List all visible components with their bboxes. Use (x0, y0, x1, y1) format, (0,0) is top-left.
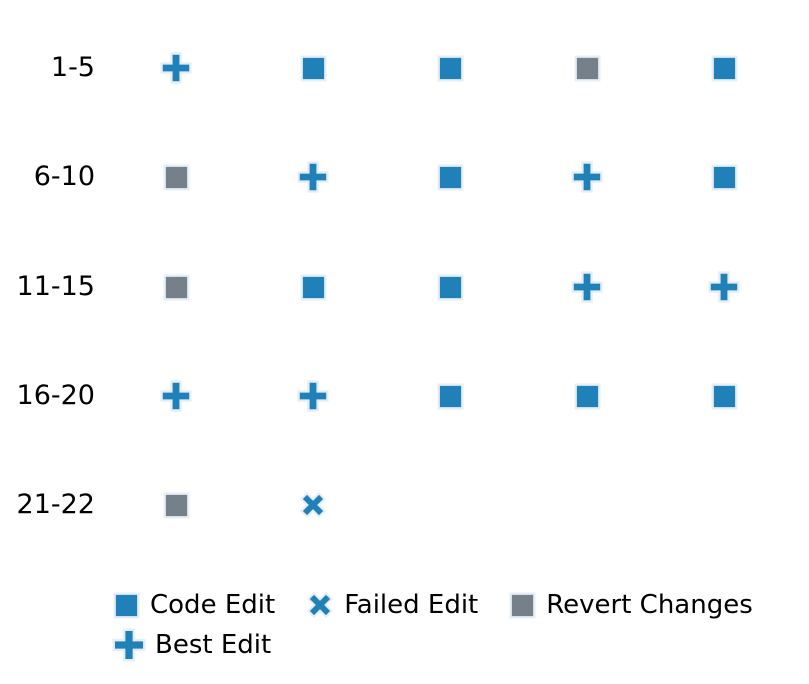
code-edit-icon (436, 273, 465, 302)
code-edit-icon (710, 382, 739, 411)
legend-label: Best Edit (155, 630, 272, 660)
legend-label: Revert Changes (546, 590, 753, 620)
failed-edit-icon (298, 490, 328, 520)
failed-edit-icon (305, 590, 335, 620)
legend-row-1: Code Edit Failed Edit Revert Changes (112, 587, 753, 623)
best-edit-icon (112, 628, 146, 662)
legend-item-code-edit: Code Edit (112, 590, 275, 620)
best-edit-icon (297, 161, 329, 193)
code-edit-icon (436, 382, 465, 411)
best-edit-icon (297, 380, 329, 412)
legend-item-best-edit: Best Edit (112, 628, 271, 662)
legend-item-revert-edit: Revert Changes (508, 590, 753, 620)
code-edit-icon (436, 163, 465, 192)
code-edit-icon (710, 54, 739, 83)
code-edit-icon (436, 54, 465, 83)
legend-item-failed-edit: Failed Edit (305, 590, 478, 620)
best-edit-icon (571, 161, 603, 193)
revert-changes-icon (162, 491, 191, 520)
row-label: 16-20 (16, 380, 95, 411)
best-edit-icon (571, 271, 603, 303)
legend-label: Failed Edit (344, 590, 479, 620)
code-edit-icon (112, 591, 141, 620)
best-edit-icon (160, 52, 192, 84)
revert-changes-icon (162, 163, 191, 192)
revert-changes-icon (162, 273, 191, 302)
best-edit-icon (708, 271, 740, 303)
code-edit-icon (299, 54, 328, 83)
row-label: 1-5 (50, 52, 95, 83)
revert-changes-icon (573, 54, 602, 83)
revert-changes-icon (508, 591, 537, 620)
legend-label: Code Edit (150, 590, 276, 620)
row-label: 6-10 (33, 161, 95, 192)
row-label: 21-22 (16, 489, 95, 520)
best-edit-icon (160, 380, 192, 412)
code-edit-icon (299, 273, 328, 302)
code-edit-icon (573, 382, 602, 411)
row-label: 11-15 (16, 271, 95, 302)
code-edit-icon (710, 163, 739, 192)
legend-row-2: Best Edit (112, 626, 271, 664)
